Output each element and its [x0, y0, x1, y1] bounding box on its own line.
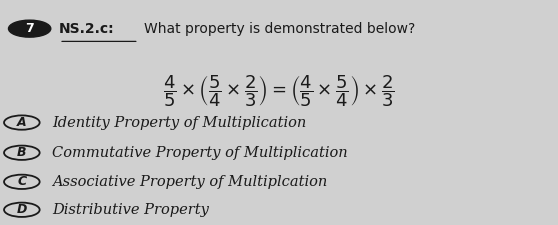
Text: B: B [17, 146, 27, 159]
Text: C: C [17, 175, 26, 188]
Circle shape [8, 20, 51, 37]
Text: What property is demonstrated below?: What property is demonstrated below? [145, 22, 416, 36]
Text: NS.2.c:: NS.2.c: [59, 22, 115, 36]
Text: Identity Property of Multiplication: Identity Property of Multiplication [52, 116, 306, 130]
Text: Commutative Property of Multiplication: Commutative Property of Multiplication [52, 146, 348, 160]
Text: A: A [17, 116, 27, 129]
Text: D: D [17, 203, 27, 216]
Text: $\dfrac{4}{5} \times \left(\dfrac{5}{4} \times \dfrac{2}{3}\right) = \left(\dfra: $\dfrac{4}{5} \times \left(\dfrac{5}{4} … [163, 73, 395, 109]
Text: 7: 7 [25, 22, 34, 35]
Text: Associative Property of Multiplcation: Associative Property of Multiplcation [52, 175, 327, 189]
Text: Distributive Property: Distributive Property [52, 203, 209, 217]
